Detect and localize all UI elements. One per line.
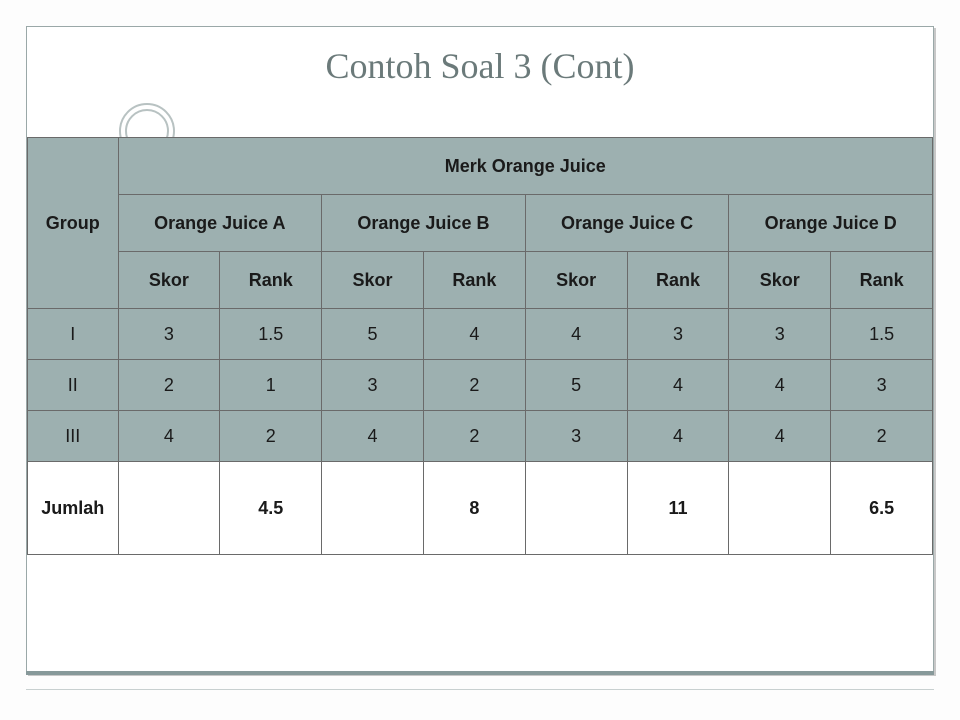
cell: 4 [729,360,831,411]
cell: 2 [220,411,322,462]
cell: 2 [423,360,525,411]
row-label: I [28,309,119,360]
cell: 4 [729,411,831,462]
col-rank: Rank [627,252,729,309]
col-skor: Skor [322,252,424,309]
cell: 3 [525,411,627,462]
cell [525,462,627,555]
col-rank: Rank [220,252,322,309]
cell: 3 [831,360,933,411]
cell: 4 [423,309,525,360]
col-rank: Rank [423,252,525,309]
cell: 4 [627,360,729,411]
cell: 11 [627,462,729,555]
col-brand-c: Orange Juice C [525,195,729,252]
cell: 8 [423,462,525,555]
cell: 4 [322,411,424,462]
cell: 3 [627,309,729,360]
cell [322,462,424,555]
cell: 4 [627,411,729,462]
col-skor: Skor [525,252,627,309]
col-brand-d: Orange Juice D [729,195,933,252]
cell: 2 [423,411,525,462]
table-row: II 2 1 3 2 5 4 4 3 [28,360,933,411]
row-label: II [28,360,119,411]
cell: 1.5 [220,309,322,360]
col-rank: Rank [831,252,933,309]
table-row: III 4 2 4 2 3 4 4 2 [28,411,933,462]
cell: 4 [118,411,220,462]
col-brand-b: Orange Juice B [322,195,526,252]
cell: 6.5 [831,462,933,555]
cell: 1 [220,360,322,411]
cell: 3 [729,309,831,360]
col-skor: Skor [729,252,831,309]
cell: 5 [322,309,424,360]
table-row: I 3 1.5 5 4 4 3 3 1.5 [28,309,933,360]
table-container: Group Merk Orange Juice Orange Juice A O… [27,137,933,555]
col-superheader: Merk Orange Juice [118,138,933,195]
cell [118,462,220,555]
page-title: Contoh Soal 3 (Cont) [27,45,933,87]
footer-rule [26,671,934,690]
cell: 1.5 [831,309,933,360]
col-skor: Skor [118,252,220,309]
cell: 2 [118,360,220,411]
slide-frame: Contoh Soal 3 (Cont) Group Merk Orange J… [26,26,934,674]
cell [729,462,831,555]
cell: 5 [525,360,627,411]
col-brand-a: Orange Juice A [118,195,322,252]
table-row-total: Jumlah 4.5 8 11 6.5 [28,462,933,555]
data-table: Group Merk Orange Juice Orange Juice A O… [27,137,933,555]
cell: 4.5 [220,462,322,555]
row-label: III [28,411,119,462]
cell: 4 [525,309,627,360]
col-group: Group [28,138,119,309]
cell: 2 [831,411,933,462]
slide: Contoh Soal 3 (Cont) Group Merk Orange J… [0,0,960,720]
row-label-total: Jumlah [28,462,119,555]
cell: 3 [118,309,220,360]
cell: 3 [322,360,424,411]
